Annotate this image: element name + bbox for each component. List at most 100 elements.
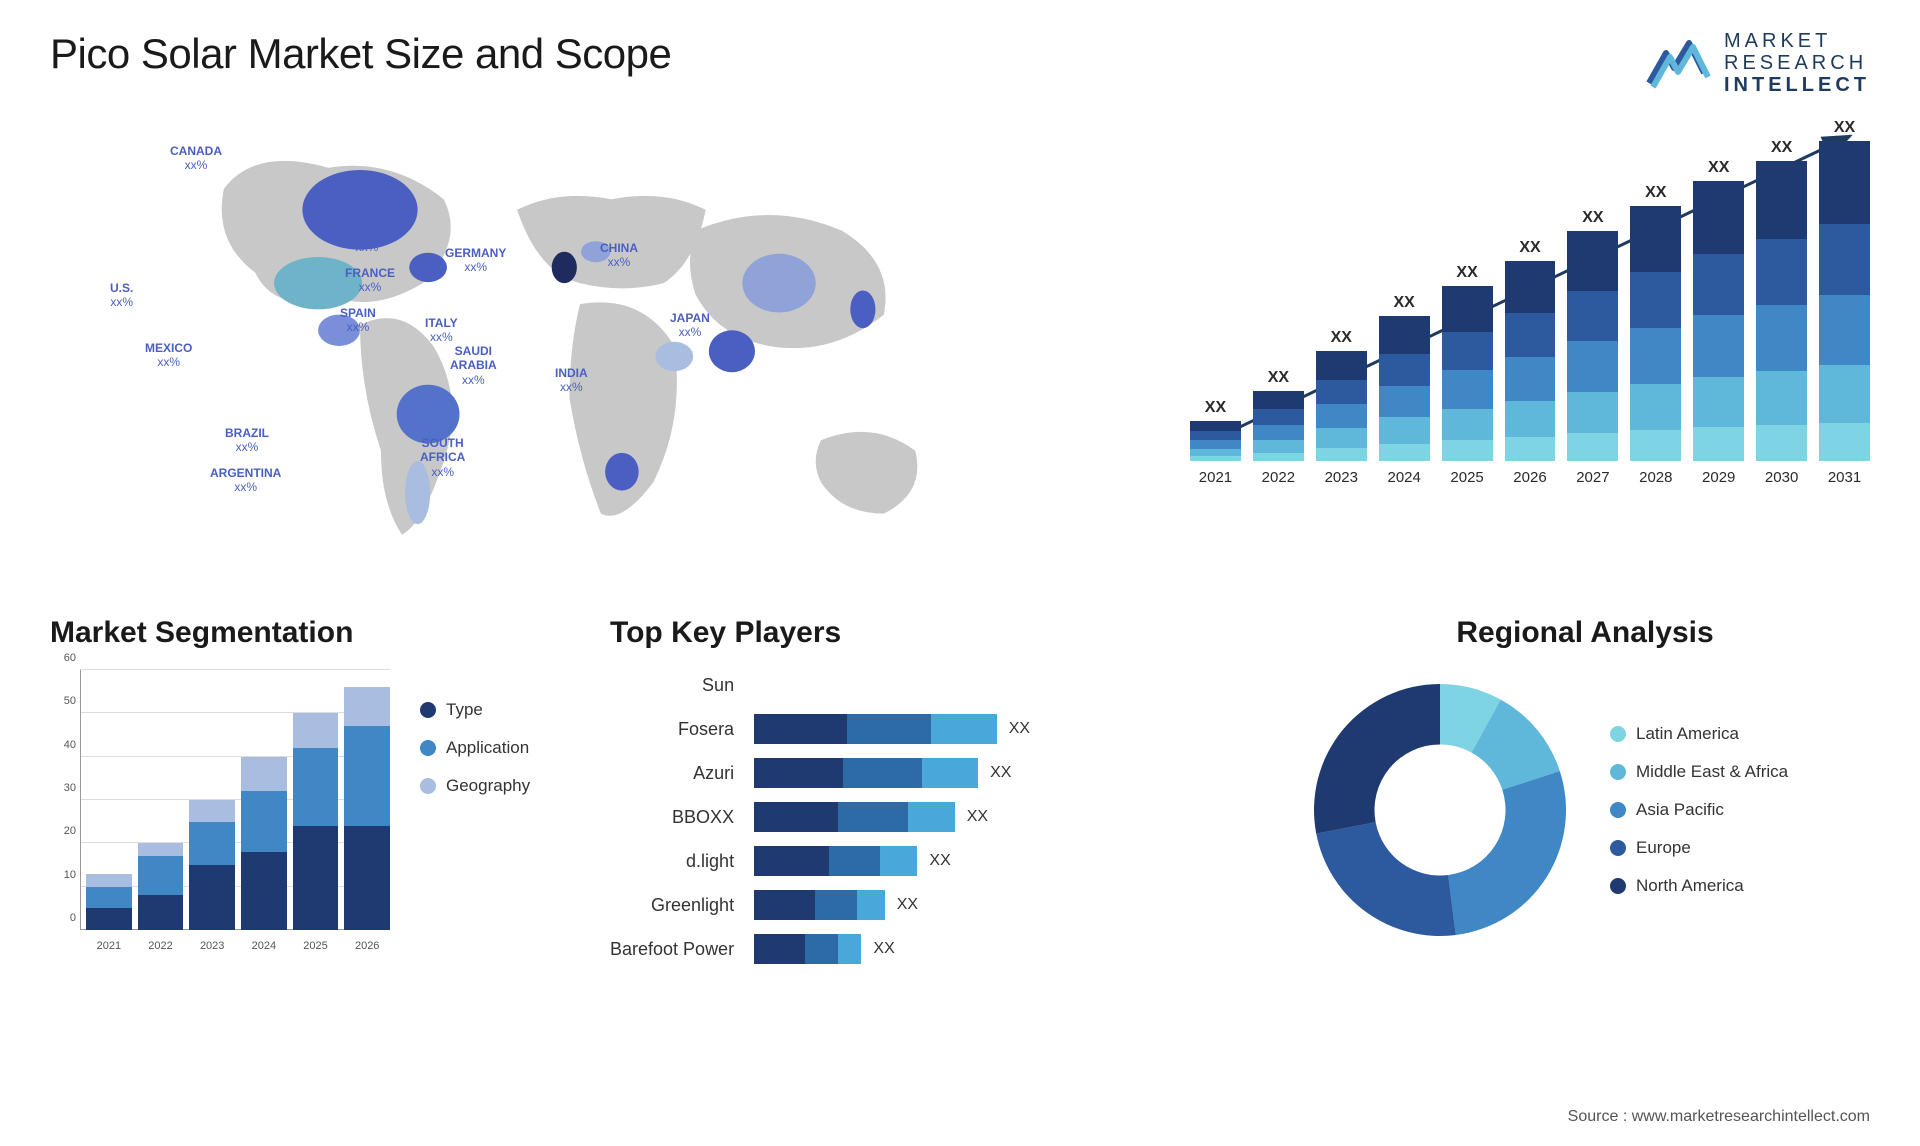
map-label: ARGENTINAxx% (210, 466, 281, 495)
bar-year-label: 2022 (1262, 469, 1295, 486)
bar-value-label: XX (1834, 119, 1855, 137)
map-label: U.K.xx% (355, 226, 379, 255)
bar-year-label: 2028 (1639, 469, 1672, 486)
y-tick: 10 (50, 869, 76, 881)
player-label: Fosera (610, 714, 734, 744)
bar-value-label: XX (1582, 209, 1603, 227)
legend-item: Geography (420, 776, 530, 796)
y-tick: 20 (50, 825, 76, 837)
forecast-bar: XX 2026 (1505, 239, 1556, 486)
forecast-bar: XX2025 (1442, 264, 1493, 486)
x-tick: 2024 (241, 940, 287, 952)
player-label: Barefoot Power (610, 934, 734, 964)
seg-bar (189, 800, 235, 930)
bar-year-label: 2027 (1576, 469, 1609, 486)
x-tick: 2021 (86, 940, 132, 952)
bar-value-label: XX (1331, 329, 1352, 347)
map-label: INDIAxx% (555, 366, 588, 395)
map-label: U.S.xx% (110, 281, 133, 310)
forecast-chart: XX2021XX2022XX2023XX2024XX2025XX2026XX20… (1150, 126, 1870, 566)
player-value: XX (1009, 720, 1030, 738)
seg-bar (241, 757, 287, 930)
bar-year-label: 2026 (1513, 469, 1546, 486)
player-label: d.light (610, 846, 734, 876)
legend-item: Middle East & Africa (1610, 762, 1788, 782)
segmentation-legend: Type Application Geography (420, 670, 530, 960)
player-value: XX (873, 940, 894, 958)
seg-bar (86, 874, 132, 930)
brand-logo: MARKET RESEARCH INTELLECT (1644, 30, 1870, 96)
y-tick: 0 (50, 912, 76, 924)
source-text: Source : www.marketresearchintellect.com (1568, 1108, 1870, 1126)
seg-bar (138, 843, 184, 930)
forecast-bar: XX2030 (1756, 139, 1807, 486)
bar-value-label: XX (1708, 159, 1729, 177)
bar-year-label: 2021 (1199, 469, 1232, 486)
donut-slice (1316, 822, 1456, 936)
player-label: Azuri (610, 758, 734, 788)
forecast-bar: XX 2022 (1253, 369, 1304, 486)
forecast-bar: XX 2031 (1819, 119, 1870, 486)
players-labels: Sun Fosera Azuri BBOXX d.light Greenlight Bare… (610, 670, 734, 964)
bar-value-label: XX (1205, 399, 1226, 417)
player-bar-row: XX (754, 934, 1260, 964)
bar-value-label: XX (1645, 184, 1666, 202)
player-value: XX (967, 808, 988, 826)
segmentation-panel: Market Segmentation 01020304050602021202… (50, 616, 570, 996)
players-title: Top Key Players (610, 616, 1260, 650)
map-label: GERMANYxx% (445, 246, 506, 275)
y-tick: 50 (50, 695, 76, 707)
player-value: XX (897, 896, 918, 914)
seg-bar (344, 687, 390, 930)
legend-item: Type (420, 700, 530, 720)
segmentation-title: Market Segmentation (50, 616, 570, 650)
players-panel: Top Key Players Sun Fosera Azuri BBOXX d.lig… (610, 616, 1260, 996)
bar-value-label: XX (1771, 139, 1792, 157)
logo-line1: MARKET (1724, 30, 1870, 52)
forecast-bar: XX2023 (1316, 329, 1367, 486)
regional-panel: Regional Analysis Latin America Middle Ea… (1300, 616, 1870, 996)
forecast-bar: XX2024 (1379, 294, 1430, 486)
logo-icon (1644, 33, 1714, 93)
player-bar-row: XX (754, 758, 1260, 788)
legend-item: North America (1610, 876, 1788, 896)
player-label: Greenlight (610, 890, 734, 920)
map-label: SOUTHAFRICAxx% (420, 436, 465, 479)
world-map: CANADAxx% U.S.xx% MEXICOxx% BRAZILxx% ARGENT… (50, 126, 1110, 566)
bar-year-label: 2029 (1702, 469, 1735, 486)
donut-slice (1314, 684, 1440, 834)
map-label: CANADAxx% (170, 144, 222, 173)
player-bar-row: XX (754, 890, 1260, 920)
bar-value-label: XX (1456, 264, 1477, 282)
map-svg (50, 126, 1110, 566)
map-label: BRAZILxx% (225, 426, 269, 455)
seg-bar (293, 713, 339, 930)
donut-slice (1448, 771, 1566, 935)
map-label: SPAINxx% (340, 306, 376, 335)
legend-item: Asia Pacific (1610, 800, 1788, 820)
player-bar-row: XX (754, 846, 1260, 876)
player-label: BBOXX (610, 802, 734, 832)
y-tick: 30 (50, 782, 76, 794)
y-tick: 40 (50, 739, 76, 751)
forecast-bar: XX 2029 (1693, 159, 1744, 486)
player-bar-row: XX (754, 802, 1260, 832)
logo-line2: RESEARCH (1724, 52, 1870, 74)
bar-year-label: 2031 (1828, 469, 1861, 486)
page-title: Pico Solar Market Size and Scope (50, 30, 671, 78)
x-tick: 2026 (344, 940, 390, 952)
forecast-bar: XX 2028 (1630, 184, 1681, 486)
legend-item: Application (420, 738, 530, 758)
map-label: MEXICOxx% (145, 341, 192, 370)
legend-item: Latin America (1610, 724, 1788, 744)
regional-title: Regional Analysis (1300, 616, 1870, 650)
bar-value-label: XX (1519, 239, 1540, 257)
bar-value-label: XX (1268, 369, 1289, 387)
map-label: FRANCExx% (345, 266, 395, 295)
map-label: JAPANxx% (670, 311, 710, 340)
donut-chart (1300, 670, 1580, 950)
map-label: ITALYxx% (425, 316, 458, 345)
forecast-bar: XX 2021 (1190, 399, 1241, 486)
map-label: SAUDIARABIAxx% (450, 344, 497, 387)
player-label: Sun (610, 670, 734, 700)
